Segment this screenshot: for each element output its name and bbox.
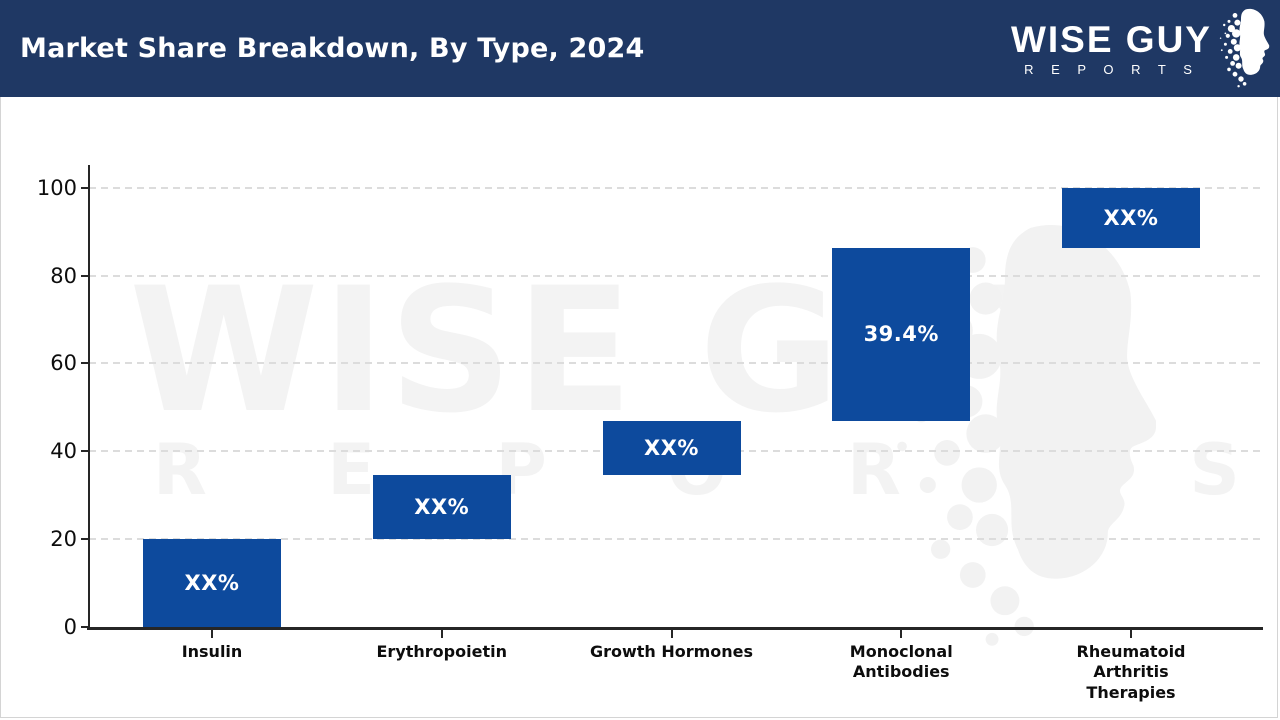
x-tick-5 bbox=[1130, 630, 1132, 638]
y-tick-80 bbox=[81, 274, 89, 277]
x-tick-3 bbox=[670, 630, 673, 638]
x-category-label: Rheumatoid Arthritis Therapies bbox=[1076, 642, 1186, 702]
bar-value-label: XX% bbox=[184, 571, 240, 596]
bar-erythropoietin: XX% bbox=[372, 475, 511, 540]
y-tick-label-80: 80 bbox=[50, 263, 77, 288]
x-category-label: Insulin bbox=[181, 642, 243, 661]
x-category-label: Growth Hormones bbox=[589, 642, 754, 661]
y-tick-label-100: 100 bbox=[36, 175, 77, 200]
logo-wordmark: WISE GUY bbox=[1010, 18, 1212, 60]
y-tick-60 bbox=[81, 362, 89, 365]
y-tick-0 bbox=[81, 626, 89, 628]
bar-value-label: XX% bbox=[644, 436, 699, 460]
x-category-label: Erythropoietin bbox=[376, 642, 507, 661]
wise-guy-logo: WISE GUY R E P O R T S bbox=[1011, 6, 1272, 92]
x-category-label: Monoclonal Antibodies bbox=[849, 642, 953, 682]
y-axis bbox=[88, 165, 90, 629]
y-tick-label-20: 20 bbox=[50, 527, 77, 552]
logo-text: WISE GUY R E P O R T S bbox=[1011, 21, 1212, 77]
x-tick-4 bbox=[900, 630, 903, 638]
header: Market Share Breakdown, By Type, 2024 WI… bbox=[0, 0, 1280, 97]
y-tick-100 bbox=[81, 186, 89, 189]
bar-rheumatoid-arthritis-therapies: XX% bbox=[1062, 187, 1200, 248]
gridline-80 bbox=[89, 274, 1263, 277]
bar-growth-hormones: XX% bbox=[602, 421, 741, 476]
y-tick-40 bbox=[81, 450, 89, 453]
x-tick-2 bbox=[440, 630, 443, 638]
y-tick-label-40: 40 bbox=[50, 439, 77, 464]
bar-value-label: XX% bbox=[1103, 205, 1159, 230]
page-title: Market Share Breakdown, By Type, 2024 bbox=[20, 33, 645, 64]
y-tick-label-0: 0 bbox=[63, 615, 77, 639]
y-tick-label-60: 60 bbox=[50, 351, 77, 376]
gridline-20 bbox=[89, 538, 1263, 541]
bar-monoclonal-antibodies: 39.4% bbox=[832, 247, 971, 421]
bar-insulin: XX% bbox=[143, 539, 281, 627]
gridline-100 bbox=[89, 186, 1263, 189]
gridline-60 bbox=[89, 362, 1263, 365]
chart-area: WISE GUY R E P O R T S 020406080100XX%XX… bbox=[0, 97, 1278, 718]
logo-tagline: R E P O R T S bbox=[1024, 61, 1199, 77]
bar-value-label: XX% bbox=[414, 495, 470, 520]
wise-guy-head-icon bbox=[1219, 8, 1270, 87]
bar-value-label: 39.4% bbox=[863, 322, 939, 347]
x-axis bbox=[87, 627, 1263, 630]
x-tick-1 bbox=[211, 630, 213, 638]
y-tick-20 bbox=[81, 538, 89, 541]
